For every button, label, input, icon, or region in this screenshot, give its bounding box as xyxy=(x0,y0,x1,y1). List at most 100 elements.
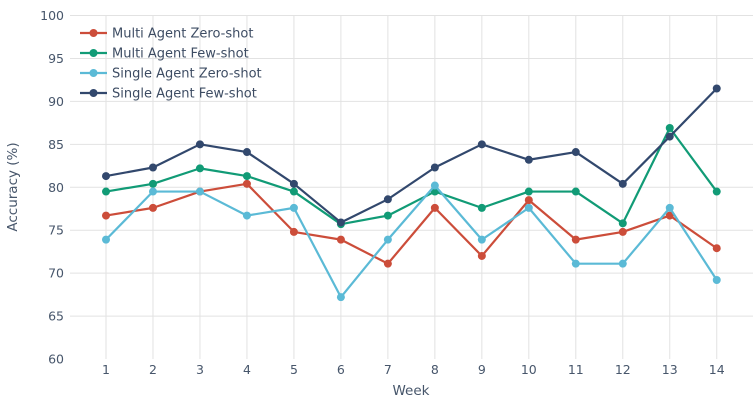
legend-item-single-agent-few-shot: Single Agent Few-shot xyxy=(80,87,257,102)
series-single-agent-zero-shot xyxy=(102,181,721,302)
x-tick-label: 10 xyxy=(521,362,537,377)
data-point xyxy=(665,203,674,212)
x-tick-label: 9 xyxy=(478,362,486,377)
y-tick-label: 100 xyxy=(40,8,64,23)
x-tick-label: 14 xyxy=(709,362,725,377)
data-point xyxy=(102,187,110,196)
series-multi-agent-few-shot xyxy=(102,123,721,229)
data-point xyxy=(712,187,721,196)
data-point xyxy=(571,187,580,196)
x-tick-label: 3 xyxy=(196,362,204,377)
data-point xyxy=(712,244,721,253)
y-tick-label: 90 xyxy=(48,94,64,109)
data-point xyxy=(477,235,486,244)
data-point xyxy=(383,211,392,220)
data-point xyxy=(148,179,157,188)
legend-item-single-agent-zero-shot: Single Agent Zero-shot xyxy=(80,67,262,82)
data-point xyxy=(524,155,533,164)
x-axis-title: Week xyxy=(393,383,430,399)
data-point xyxy=(336,235,345,244)
data-point xyxy=(242,211,251,220)
data-point xyxy=(289,227,298,236)
data-point xyxy=(148,187,157,196)
data-point xyxy=(618,179,627,188)
series-multi-agent-zero-shot xyxy=(102,179,721,268)
data-point xyxy=(665,211,674,220)
x-tick-label: 1 xyxy=(102,362,110,377)
data-point xyxy=(430,203,439,212)
data-point xyxy=(477,251,486,260)
series-line xyxy=(104,184,718,299)
series-line xyxy=(104,126,718,226)
data-point xyxy=(430,181,439,190)
data-point xyxy=(336,293,345,302)
data-point xyxy=(383,235,392,244)
x-axis-tick-labels: 1 2 3 4 5 6 7 8 9 10 11 12 13 14 xyxy=(102,362,725,377)
y-tick-label: 80 xyxy=(48,180,64,195)
data-point xyxy=(524,196,533,205)
data-point xyxy=(195,164,204,173)
data-point xyxy=(571,235,580,244)
legend-label: Multi Agent Few-shot xyxy=(112,47,249,62)
x-tick-label: 4 xyxy=(243,362,251,377)
x-tick-label: 7 xyxy=(384,362,392,377)
data-point xyxy=(524,187,533,196)
series-line xyxy=(104,87,718,224)
x-tick-label: 8 xyxy=(431,362,439,377)
data-point xyxy=(336,218,345,227)
y-axis-tick-labels: 60 65 70 75 80 85 90 95 100 xyxy=(40,8,64,367)
series-plot xyxy=(102,84,721,302)
data-point xyxy=(665,132,674,141)
legend: Multi Agent Zero-shot Multi Agent Few-sho… xyxy=(80,27,262,102)
x-tick-label: 2 xyxy=(149,362,157,377)
data-point xyxy=(618,259,627,268)
data-point xyxy=(712,84,721,93)
data-point xyxy=(102,235,110,244)
data-point xyxy=(102,172,110,181)
x-tick-label: 12 xyxy=(615,362,631,377)
data-point xyxy=(242,179,251,188)
legend-marker xyxy=(89,69,98,77)
data-point xyxy=(618,219,627,228)
data-point xyxy=(195,187,204,196)
legend-label: Multi Agent Zero-shot xyxy=(112,27,253,42)
data-point xyxy=(289,179,298,188)
x-tick-label: 6 xyxy=(337,362,345,377)
y-tick-label: 95 xyxy=(48,51,64,66)
legend-label: Single Agent Zero-shot xyxy=(112,67,262,82)
x-tick-label: 11 xyxy=(568,362,584,377)
data-point xyxy=(242,148,251,157)
data-point xyxy=(477,140,486,149)
series-line xyxy=(104,182,718,265)
y-tick-label: 85 xyxy=(48,137,64,152)
legend-item-multi-agent-zero-shot: Multi Agent Zero-shot xyxy=(80,27,253,42)
y-tick-label: 65 xyxy=(48,309,64,324)
data-point xyxy=(242,172,251,181)
y-tick-label: 75 xyxy=(48,223,64,238)
y-axis-title: Accuracy (%) xyxy=(5,142,21,231)
data-point xyxy=(571,259,580,268)
y-tick-label: 70 xyxy=(48,266,64,281)
legend-label: Single Agent Few-shot xyxy=(112,87,257,102)
data-point xyxy=(430,187,439,196)
y-tick-label: 60 xyxy=(48,352,64,367)
x-tick-label: 5 xyxy=(290,362,298,377)
data-point xyxy=(524,203,533,212)
data-point xyxy=(618,227,627,236)
x-tick-label: 13 xyxy=(662,362,678,377)
data-point xyxy=(477,203,486,212)
data-point xyxy=(571,148,580,157)
legend-marker xyxy=(89,89,98,97)
data-point xyxy=(195,140,204,149)
data-point xyxy=(383,259,392,268)
data-point xyxy=(383,195,392,204)
data-point xyxy=(289,203,298,212)
data-point xyxy=(665,123,674,132)
data-point xyxy=(102,211,110,220)
data-point xyxy=(289,187,298,196)
legend-marker xyxy=(89,29,98,37)
data-point xyxy=(430,163,439,172)
legend-marker xyxy=(89,49,98,57)
